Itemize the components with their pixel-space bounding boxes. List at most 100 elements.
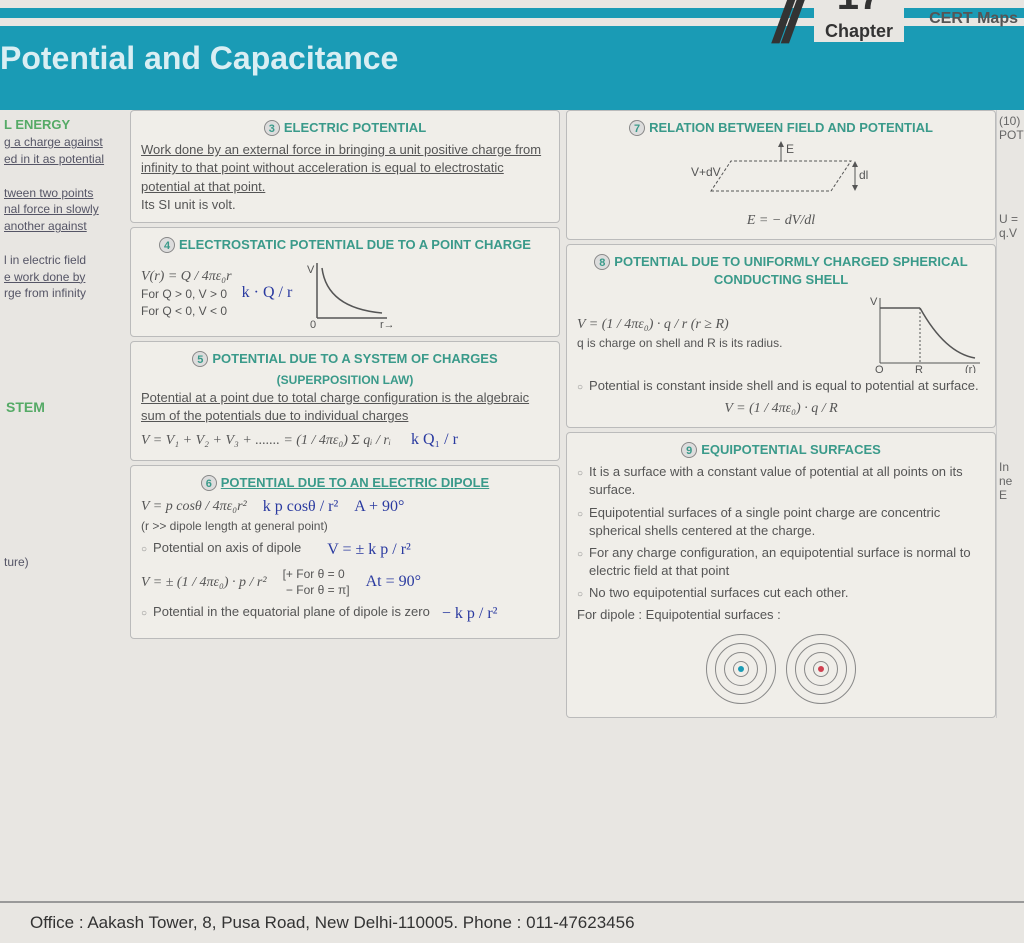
box8-formula2: V = (1 / 4πε₀) · q / R: [577, 399, 985, 419]
box-relation: 7 RELATION BETWEEN FIELD AND POTENTIAL V+…: [566, 110, 996, 240]
concentric-right-icon: [781, 629, 861, 709]
footer: Office : Aakash Tower, 8, Pusa Road, New…: [0, 901, 1024, 943]
box9-b5: For dipole : Equipotential surfaces :: [577, 606, 985, 624]
box5-title: POTENTIAL DUE TO A SYSTEM OF CHARGES: [212, 351, 497, 366]
box6-hand2: V = ± k p / r²: [327, 539, 411, 561]
box5-formula: V = V₁ + V₂ + V₃ + ....... = (1 / 4πε₀) …: [141, 431, 391, 451]
shell-potential-graph-icon: V O R (r): [865, 293, 985, 373]
box5-body: Potential at a point due to total charge…: [141, 389, 549, 425]
box7-title: RELATION BETWEEN FIELD AND POTENTIAL: [649, 120, 933, 135]
box4-cond2: For Q < 0, V < 0: [141, 303, 232, 320]
footer-text: Office : Aakash Tower, 8, Pusa Road, New…: [30, 913, 635, 932]
chapter-label: Chapter: [814, 21, 904, 42]
num-4: 4: [159, 237, 175, 253]
box9-b4: No two equipotential surfaces cut each o…: [577, 584, 985, 602]
page-title: Potential and Capacitance: [0, 40, 398, 77]
sidebar-line: ed in it as potential: [4, 151, 126, 168]
box8-formula1: V = (1 / 4πε₀) · q / r (r ≥ R): [577, 315, 855, 335]
num-3: 3: [264, 120, 280, 136]
box6-title: POTENTIAL DUE TO AN ELECTRIC DIPOLE: [221, 475, 489, 490]
box4-cond1: For Q > 0, V > 0: [141, 286, 232, 303]
box7-formula: E = − dV/dl: [577, 211, 985, 231]
num-6: 6: [201, 475, 217, 491]
sidebar: L ENERGY g a charge against ed in it as …: [0, 110, 130, 718]
rc-line: U = q.V: [999, 212, 1022, 240]
page-number-block: 17 Chapter: [814, 0, 904, 45]
box3-unit: Its SI unit is volt.: [141, 196, 549, 214]
box8-title: POTENTIAL DUE TO UNIFORMLY CHARGED SPHER…: [614, 254, 967, 287]
box6-hand4: − k p / r²: [442, 603, 498, 625]
sidebar-line: e work done by: [4, 269, 126, 286]
rc-line: In: [999, 460, 1022, 474]
hyperbola-graph-icon: V r→ 0: [302, 258, 392, 328]
rc-line: ne: [999, 474, 1022, 488]
sidebar-line: l in electric field: [4, 252, 126, 269]
dl-label: dl: [859, 168, 868, 182]
box9-b3: For any charge configuration, an equipot…: [577, 544, 985, 580]
header-band: // 17 Chapter CERT Maps Potential and Ca…: [0, 0, 1024, 110]
box9-title: EQUIPOTENTIAL SURFACES: [701, 442, 881, 457]
sidebar-line: rge from infinity: [4, 285, 126, 302]
cert-label: CERT Maps: [929, 10, 1018, 28]
content-area: L ENERGY g a charge against ed in it as …: [0, 110, 1024, 718]
box6-equatorial: Potential in the equatorial plane of dip…: [141, 603, 549, 625]
box9-b1: It is a surface with a constant value of…: [577, 463, 985, 499]
sidebar-line: tween two points: [4, 185, 126, 202]
box-superposition: 5 POTENTIAL DUE TO A SYSTEM OF CHARGES (S…: [130, 341, 560, 461]
svg-text:O: O: [875, 364, 884, 373]
box8-note2: Potential is constant inside shell and i…: [589, 377, 979, 395]
sidebar-heading: L ENERGY: [4, 116, 126, 134]
box4-title: ELECTROSTATIC POTENTIAL DUE TO A POINT C…: [179, 237, 531, 252]
box8-note1: q is charge on shell and R is its radius…: [577, 335, 855, 352]
parallelogram-diagram-icon: V+dV E dl: [681, 141, 881, 211]
matrix-plus: + For θ = 0: [286, 567, 345, 581]
ture-label: ture): [4, 554, 126, 571]
box9-b2: Equipotential surfaces of a single point…: [577, 504, 985, 540]
num-7: 7: [629, 120, 645, 136]
num-8: 8: [594, 254, 610, 270]
rc-line: (10) POT: [999, 114, 1022, 142]
box-dipole: 6 POTENTIAL DUE TO AN ELECTRIC DIPOLE V =…: [130, 465, 560, 639]
page-title-bar: Potential and Capacitance: [0, 40, 1024, 77]
box6-formula2: V = ± (1 / 4πε₀) · p / r²: [141, 573, 267, 593]
concentric-left-icon: [701, 629, 781, 709]
box-electric-potential: 3 ELECTRIC POTENTIAL Work done by an exte…: [130, 110, 560, 223]
sidebar-line: g a charge against: [4, 134, 126, 151]
svg-text:V: V: [307, 264, 315, 276]
num-5: 5: [192, 351, 208, 367]
box-point-charge: 4 ELECTROSTATIC POTENTIAL DUE TO A POINT …: [130, 227, 560, 337]
box8-note2-row: Potential is constant inside shell and i…: [577, 377, 985, 395]
box-equipotential: 9 EQUIPOTENTIAL SURFACES It is a surface …: [566, 432, 996, 718]
box3-title: ELECTRIC POTENTIAL: [284, 120, 426, 135]
right-column: 7 RELATION BETWEEN FIELD AND POTENTIAL V+…: [566, 110, 996, 718]
box4-formula: V(r) = Q / 4πε₀r: [141, 267, 232, 287]
E-label: E: [786, 142, 794, 156]
vdv-label: V+dV: [691, 165, 721, 179]
svg-text:0: 0: [310, 319, 316, 328]
box3-body: Work done by an external force in bringi…: [141, 141, 549, 196]
dipole-equipotential-diagram: [577, 629, 985, 709]
box6-formula1: V = p cosθ / 4πε₀r²: [141, 497, 247, 517]
svg-text:R: R: [915, 364, 923, 373]
num-9: 9: [681, 442, 697, 458]
right-clip: (10) POT U = q.V In ne E: [996, 110, 1024, 718]
sidebar-line: another against: [4, 218, 126, 235]
svg-text:(r): (r): [965, 364, 976, 373]
matrix-minus: − For θ = π: [286, 583, 346, 597]
box6-hand-angle: A + 90°: [354, 496, 404, 518]
rc-line: E: [999, 488, 1022, 502]
box5-hand: k Q₁ / r: [411, 429, 458, 451]
box5-subtitle: (SUPERPOSITION LAW): [141, 372, 549, 389]
box6-note1: (r >> dipole length at general point): [141, 518, 549, 535]
stem-label: STEM: [4, 392, 126, 424]
left-column: 3 ELECTRIC POTENTIAL Work done by an exte…: [130, 110, 560, 718]
main-columns: 3 ELECTRIC POTENTIAL Work done by an exte…: [130, 110, 996, 718]
box6-hand3: At = 90°: [366, 571, 421, 593]
svg-text:V: V: [870, 296, 878, 308]
box4-hand: k · Q / r: [242, 282, 293, 304]
box-shell: 8POTENTIAL DUE TO UNIFORMLY CHARGED SPHE…: [566, 244, 996, 428]
box6-hand1: k p cosθ / r²: [263, 496, 339, 518]
box6-axis-label: Potential on axis of dipole V = ± k p / …: [141, 539, 549, 561]
chapter-number: 17: [814, 0, 904, 19]
sidebar-line: nal force in slowly: [4, 201, 126, 218]
